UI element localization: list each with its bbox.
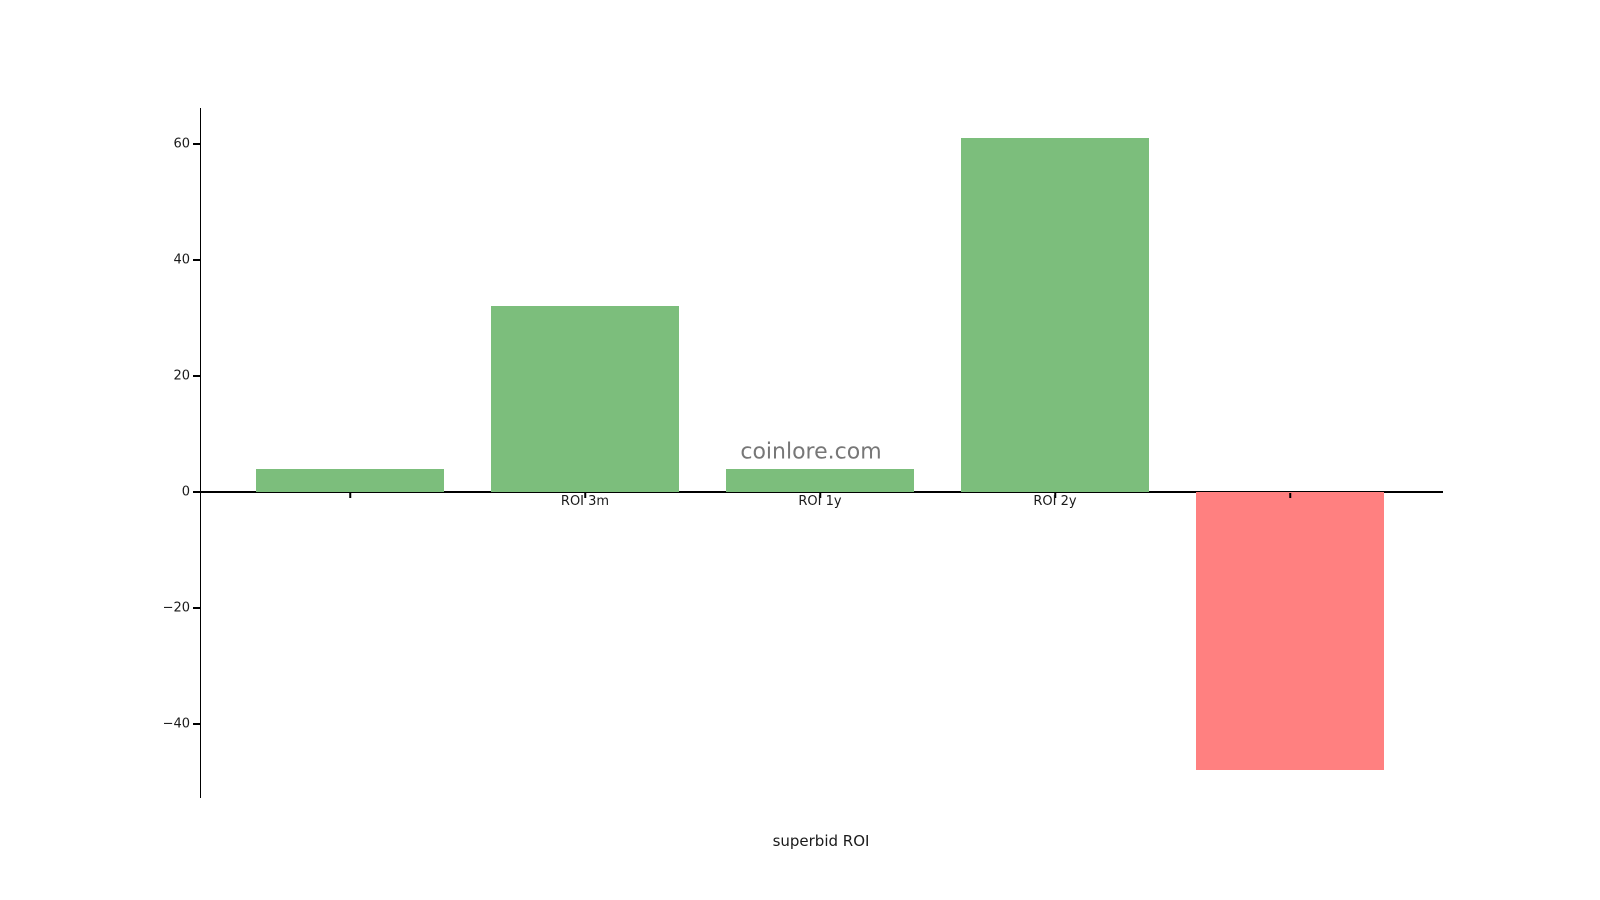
y-tick (192, 143, 200, 145)
x-axis-title: superbid ROI (772, 832, 870, 850)
y-tick (192, 607, 200, 609)
x-tick (1289, 493, 1291, 498)
x-tick (1054, 493, 1056, 498)
y-tick-label: −40 (162, 716, 190, 732)
y-tick (192, 259, 200, 261)
watermark: coinlore.com (740, 439, 882, 465)
y-tick-label: 20 (173, 368, 190, 384)
x-tick (584, 493, 586, 498)
x-axis-zero-line (199, 491, 1443, 493)
y-tick-label: 0 (181, 484, 190, 500)
y-tick-label: −20 (162, 600, 190, 616)
x-tick (819, 493, 821, 498)
bar-5 (1196, 492, 1384, 771)
bar-roi-1y (726, 468, 914, 492)
bar-1 (256, 468, 444, 492)
x-tick-label: ROI 3m (560, 494, 610, 509)
bar-roi-2y (961, 138, 1149, 492)
x-tick-label: ROI 2y (1033, 494, 1077, 509)
y-tick-label: 40 (173, 252, 190, 268)
y-tick (192, 491, 200, 493)
y-axis-spine (199, 108, 201, 798)
y-tick (192, 375, 200, 377)
y-tick-label: 60 (173, 136, 190, 152)
bar-roi-3m (491, 306, 679, 492)
y-tick (192, 723, 200, 725)
x-tick-label: ROI 1y (798, 494, 842, 509)
x-tick (349, 493, 351, 498)
